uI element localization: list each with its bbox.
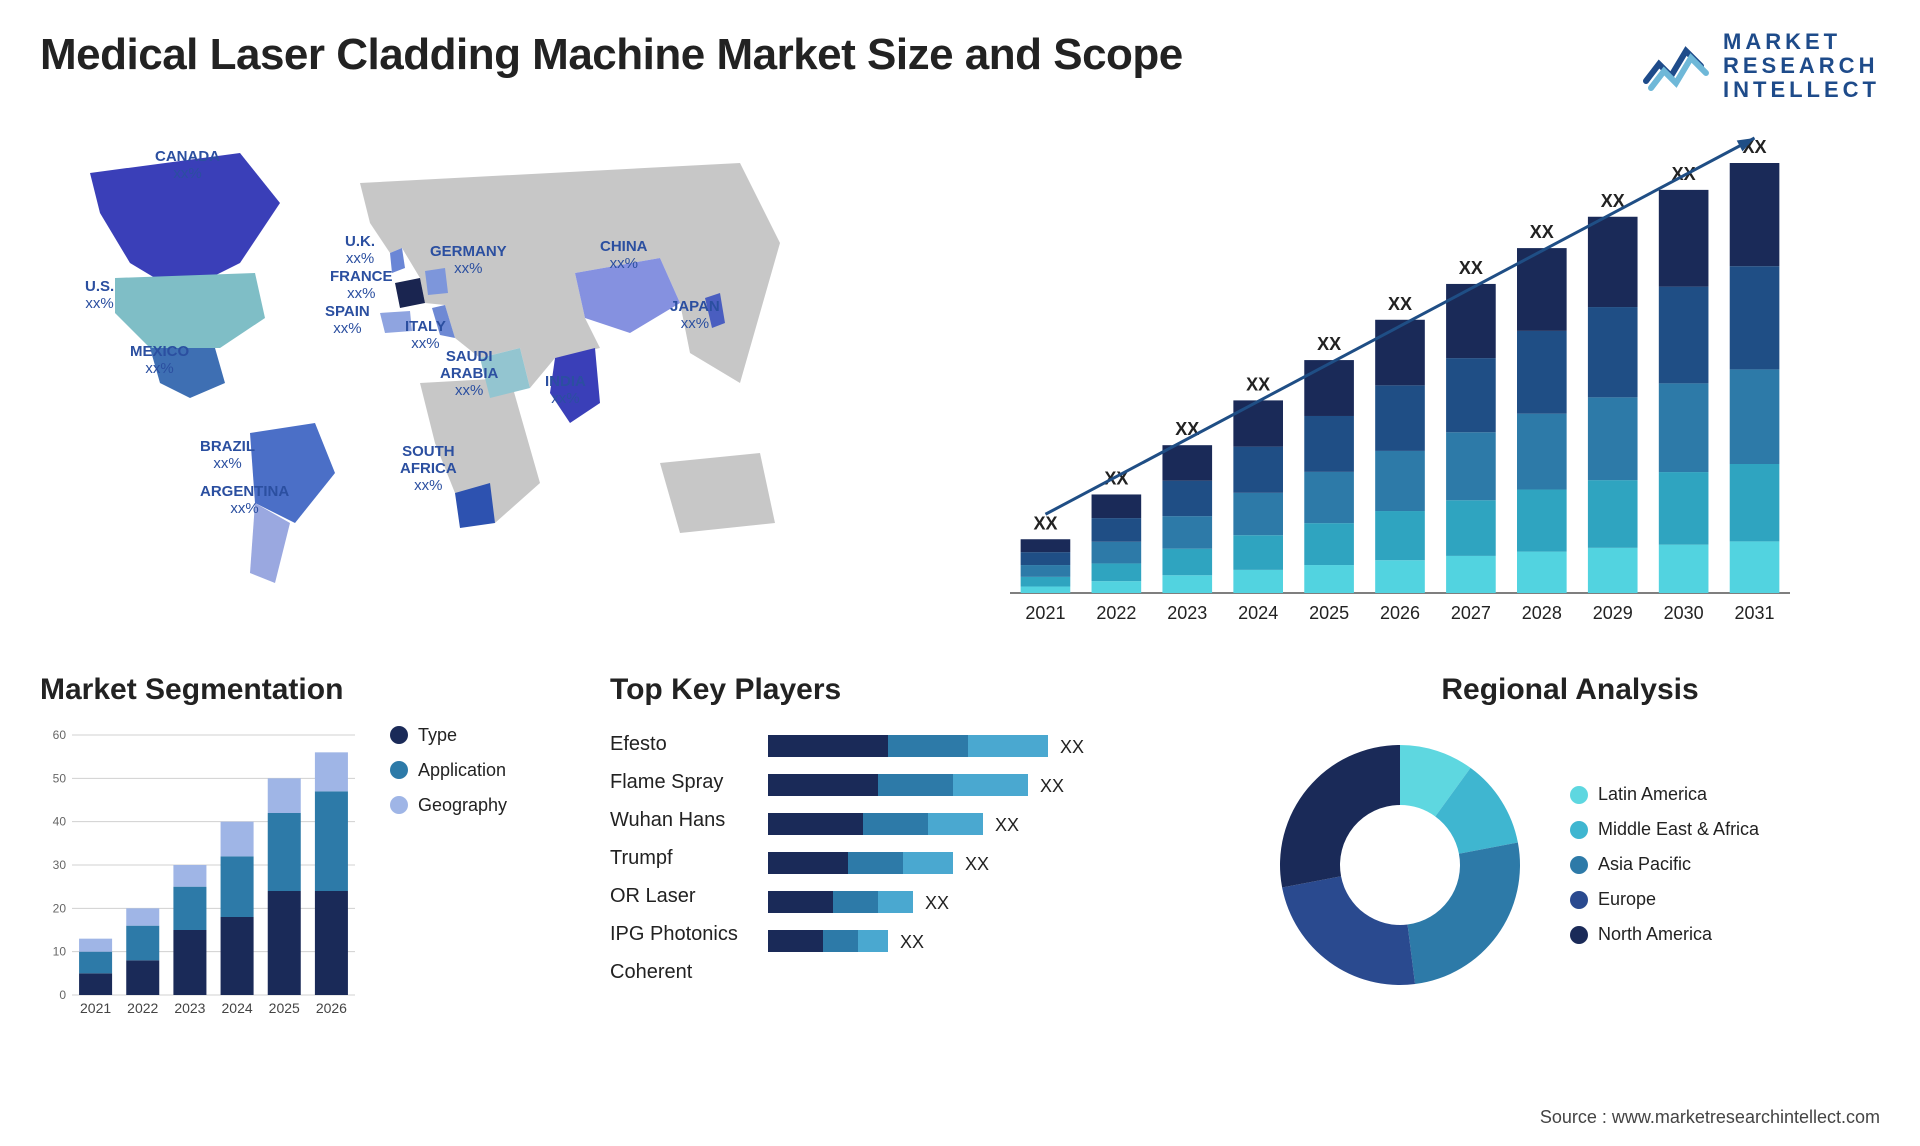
regional-legend-latin-america: Latin America	[1570, 784, 1759, 805]
svg-text:10: 10	[53, 944, 67, 958]
regional-legend: Latin America Middle East & Africa Asia Pa…	[1570, 784, 1759, 945]
map-label-japan: JAPANxx%	[670, 298, 720, 333]
regional-legend-asia-pacific: Asia Pacific	[1570, 854, 1759, 875]
svg-text:XX: XX	[900, 932, 924, 952]
map-label-france: FRANCExx%	[330, 268, 393, 303]
players-title: Top Key Players	[610, 673, 1210, 707]
segmentation-legend: Type Application Geography	[390, 725, 507, 816]
svg-text:2028: 2028	[1522, 603, 1562, 623]
svg-text:XX: XX	[925, 893, 949, 913]
regional-title: Regional Analysis	[1260, 673, 1880, 707]
player-name-ipg-photonics: IPG Photonics	[610, 915, 738, 953]
map-label-china: CHINAxx%	[600, 238, 648, 273]
svg-text:2030: 2030	[1664, 603, 1704, 623]
map-label-canada: CANADAxx%	[155, 148, 220, 183]
segmentation-title: Market Segmentation	[40, 673, 560, 707]
map-label-argentina: ARGENTINAxx%	[200, 483, 289, 518]
map-label-germany: GERMANYxx%	[430, 243, 507, 278]
country-france	[395, 278, 425, 308]
logo-line-3: INTELLECT	[1723, 78, 1880, 102]
map-label-brazil: BRAZILxx%	[200, 438, 255, 473]
svg-text:2027: 2027	[1451, 603, 1491, 623]
source-line: Source : www.marketresearchintellect.com	[1540, 1107, 1880, 1128]
seg-legend-application: Application	[390, 760, 507, 781]
svg-text:2026: 2026	[316, 1000, 347, 1016]
svg-text:2029: 2029	[1593, 603, 1633, 623]
map-label-india: INDIAxx%	[545, 373, 586, 408]
map-label-spain: SPAINxx%	[325, 303, 370, 338]
svg-text:XX: XX	[1246, 374, 1270, 394]
svg-text:XX: XX	[1388, 293, 1412, 313]
svg-text:2022: 2022	[127, 1000, 158, 1016]
svg-text:2021: 2021	[80, 1000, 111, 1016]
svg-text:2024: 2024	[222, 1000, 253, 1016]
svg-text:XX: XX	[1040, 776, 1064, 796]
player-name-wuhan-hans: Wuhan Hans	[610, 801, 738, 839]
svg-text:2023: 2023	[1167, 603, 1207, 623]
svg-text:XX: XX	[1459, 258, 1483, 278]
player-name-or-laser: OR Laser	[610, 877, 738, 915]
segmentation-section: Market Segmentation 0 10 20 30 40 50 60 2021 202…	[40, 673, 560, 1025]
svg-text:30: 30	[53, 858, 67, 872]
donut-seg-europe	[1282, 876, 1415, 985]
regional-legend-north-america: North America	[1570, 924, 1759, 945]
regional-section: Regional Analysis Latin America Middle Ea…	[1260, 673, 1880, 1025]
donut-seg-north-america	[1280, 745, 1400, 887]
player-name-flame-spray: Flame Spray	[610, 763, 738, 801]
market-growth-chart: XX2021XX2022XX2023XX2024XX2025XX2026XX20…	[980, 123, 1880, 643]
svg-text:20: 20	[53, 901, 67, 915]
brand-logo: MARKET RESEARCH INTELLECT	[1641, 30, 1880, 103]
map-label-u-s-: U.S.xx%	[85, 278, 114, 313]
players-section: Top Key Players EfestoFlame SprayWuhan H…	[610, 673, 1210, 1025]
svg-text:2024: 2024	[1238, 603, 1278, 623]
svg-text:2021: 2021	[1025, 603, 1065, 623]
market-growth-chart-svg: XX2021XX2022XX2023XX2024XX2025XX2026XX20…	[980, 123, 1800, 643]
svg-text:40: 40	[53, 814, 67, 828]
segmentation-chart: 0 10 20 30 40 50 60 2021 2022 2023 2024 2025 2026	[40, 725, 360, 1025]
logo-line-2: RESEARCH	[1723, 54, 1880, 78]
world-map: CANADAxx% U.S.xx% MEXICOxx% BRAZILxx% ARGENT…	[40, 123, 920, 643]
svg-text:2026: 2026	[1380, 603, 1420, 623]
seg-legend-geography: Geography	[390, 795, 507, 816]
svg-text:XX: XX	[1317, 334, 1341, 354]
svg-text:2025: 2025	[269, 1000, 300, 1016]
donut-seg-asia-pacific	[1408, 842, 1520, 984]
regional-legend-middle-east-africa: Middle East & Africa	[1570, 819, 1759, 840]
logo-line-1: MARKET	[1723, 30, 1880, 54]
country-usa	[115, 273, 265, 348]
svg-text:XX: XX	[965, 854, 989, 874]
player-name-list: EfestoFlame SprayWuhan HansTrumpfOR Lase…	[610, 725, 738, 991]
svg-text:0: 0	[59, 988, 66, 1002]
player-name-efesto: Efesto	[610, 725, 738, 763]
players-chart: XXXXXXXXXXXX	[768, 725, 1168, 1005]
map-label-saudi-arabia: SAUDIARABIAxx%	[440, 348, 498, 400]
regional-legend-europe: Europe	[1570, 889, 1759, 910]
map-label-u-k-: U.K.xx%	[345, 233, 375, 268]
svg-text:XX: XX	[1033, 513, 1057, 533]
svg-text:2025: 2025	[1309, 603, 1349, 623]
svg-text:XX: XX	[1530, 222, 1554, 242]
svg-text:2031: 2031	[1735, 603, 1775, 623]
svg-text:50: 50	[53, 771, 67, 785]
seg-legend-type: Type	[390, 725, 507, 746]
svg-text:XX: XX	[1060, 737, 1084, 757]
svg-text:2023: 2023	[174, 1000, 205, 1016]
player-name-trumpf: Trumpf	[610, 839, 738, 877]
page-title: Medical Laser Cladding Machine Market Si…	[40, 30, 1183, 80]
map-label-mexico: MEXICOxx%	[130, 343, 189, 378]
regional-donut	[1260, 725, 1540, 1005]
player-name-coherent: Coherent	[610, 953, 738, 991]
svg-text:60: 60	[53, 728, 67, 742]
map-label-south-africa: SOUTHAFRICAxx%	[400, 443, 457, 495]
svg-text:2022: 2022	[1096, 603, 1136, 623]
svg-text:XX: XX	[995, 815, 1019, 835]
brand-logo-icon	[1641, 36, 1711, 96]
